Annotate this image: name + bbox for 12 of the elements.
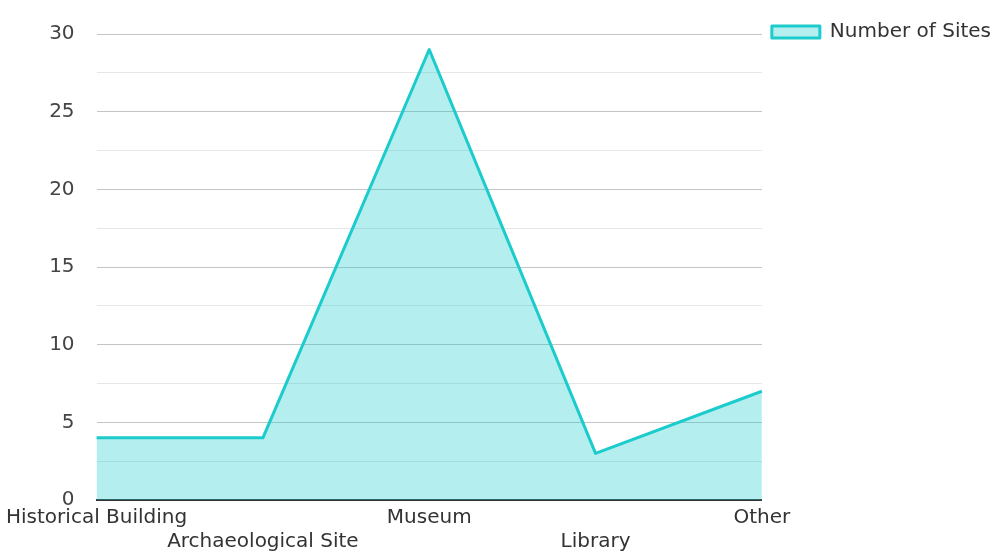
x-tick-label: Other <box>733 504 792 529</box>
x-tick-label: Archaeological Site <box>167 528 359 553</box>
x-tick-label: Library <box>560 528 631 553</box>
y-tick-label: 15 <box>49 253 75 278</box>
x-tick-label: Historical Building <box>6 504 188 529</box>
x-tick-label: Museum <box>386 504 472 529</box>
y-tick-label: 10 <box>49 330 75 355</box>
legend-label: Number of Sites <box>829 18 991 43</box>
y-tick-label: 25 <box>49 97 75 122</box>
y-tick-label: 20 <box>49 175 75 200</box>
y-tick-label: 5 <box>61 408 75 433</box>
y-tick-label: 30 <box>49 20 75 45</box>
